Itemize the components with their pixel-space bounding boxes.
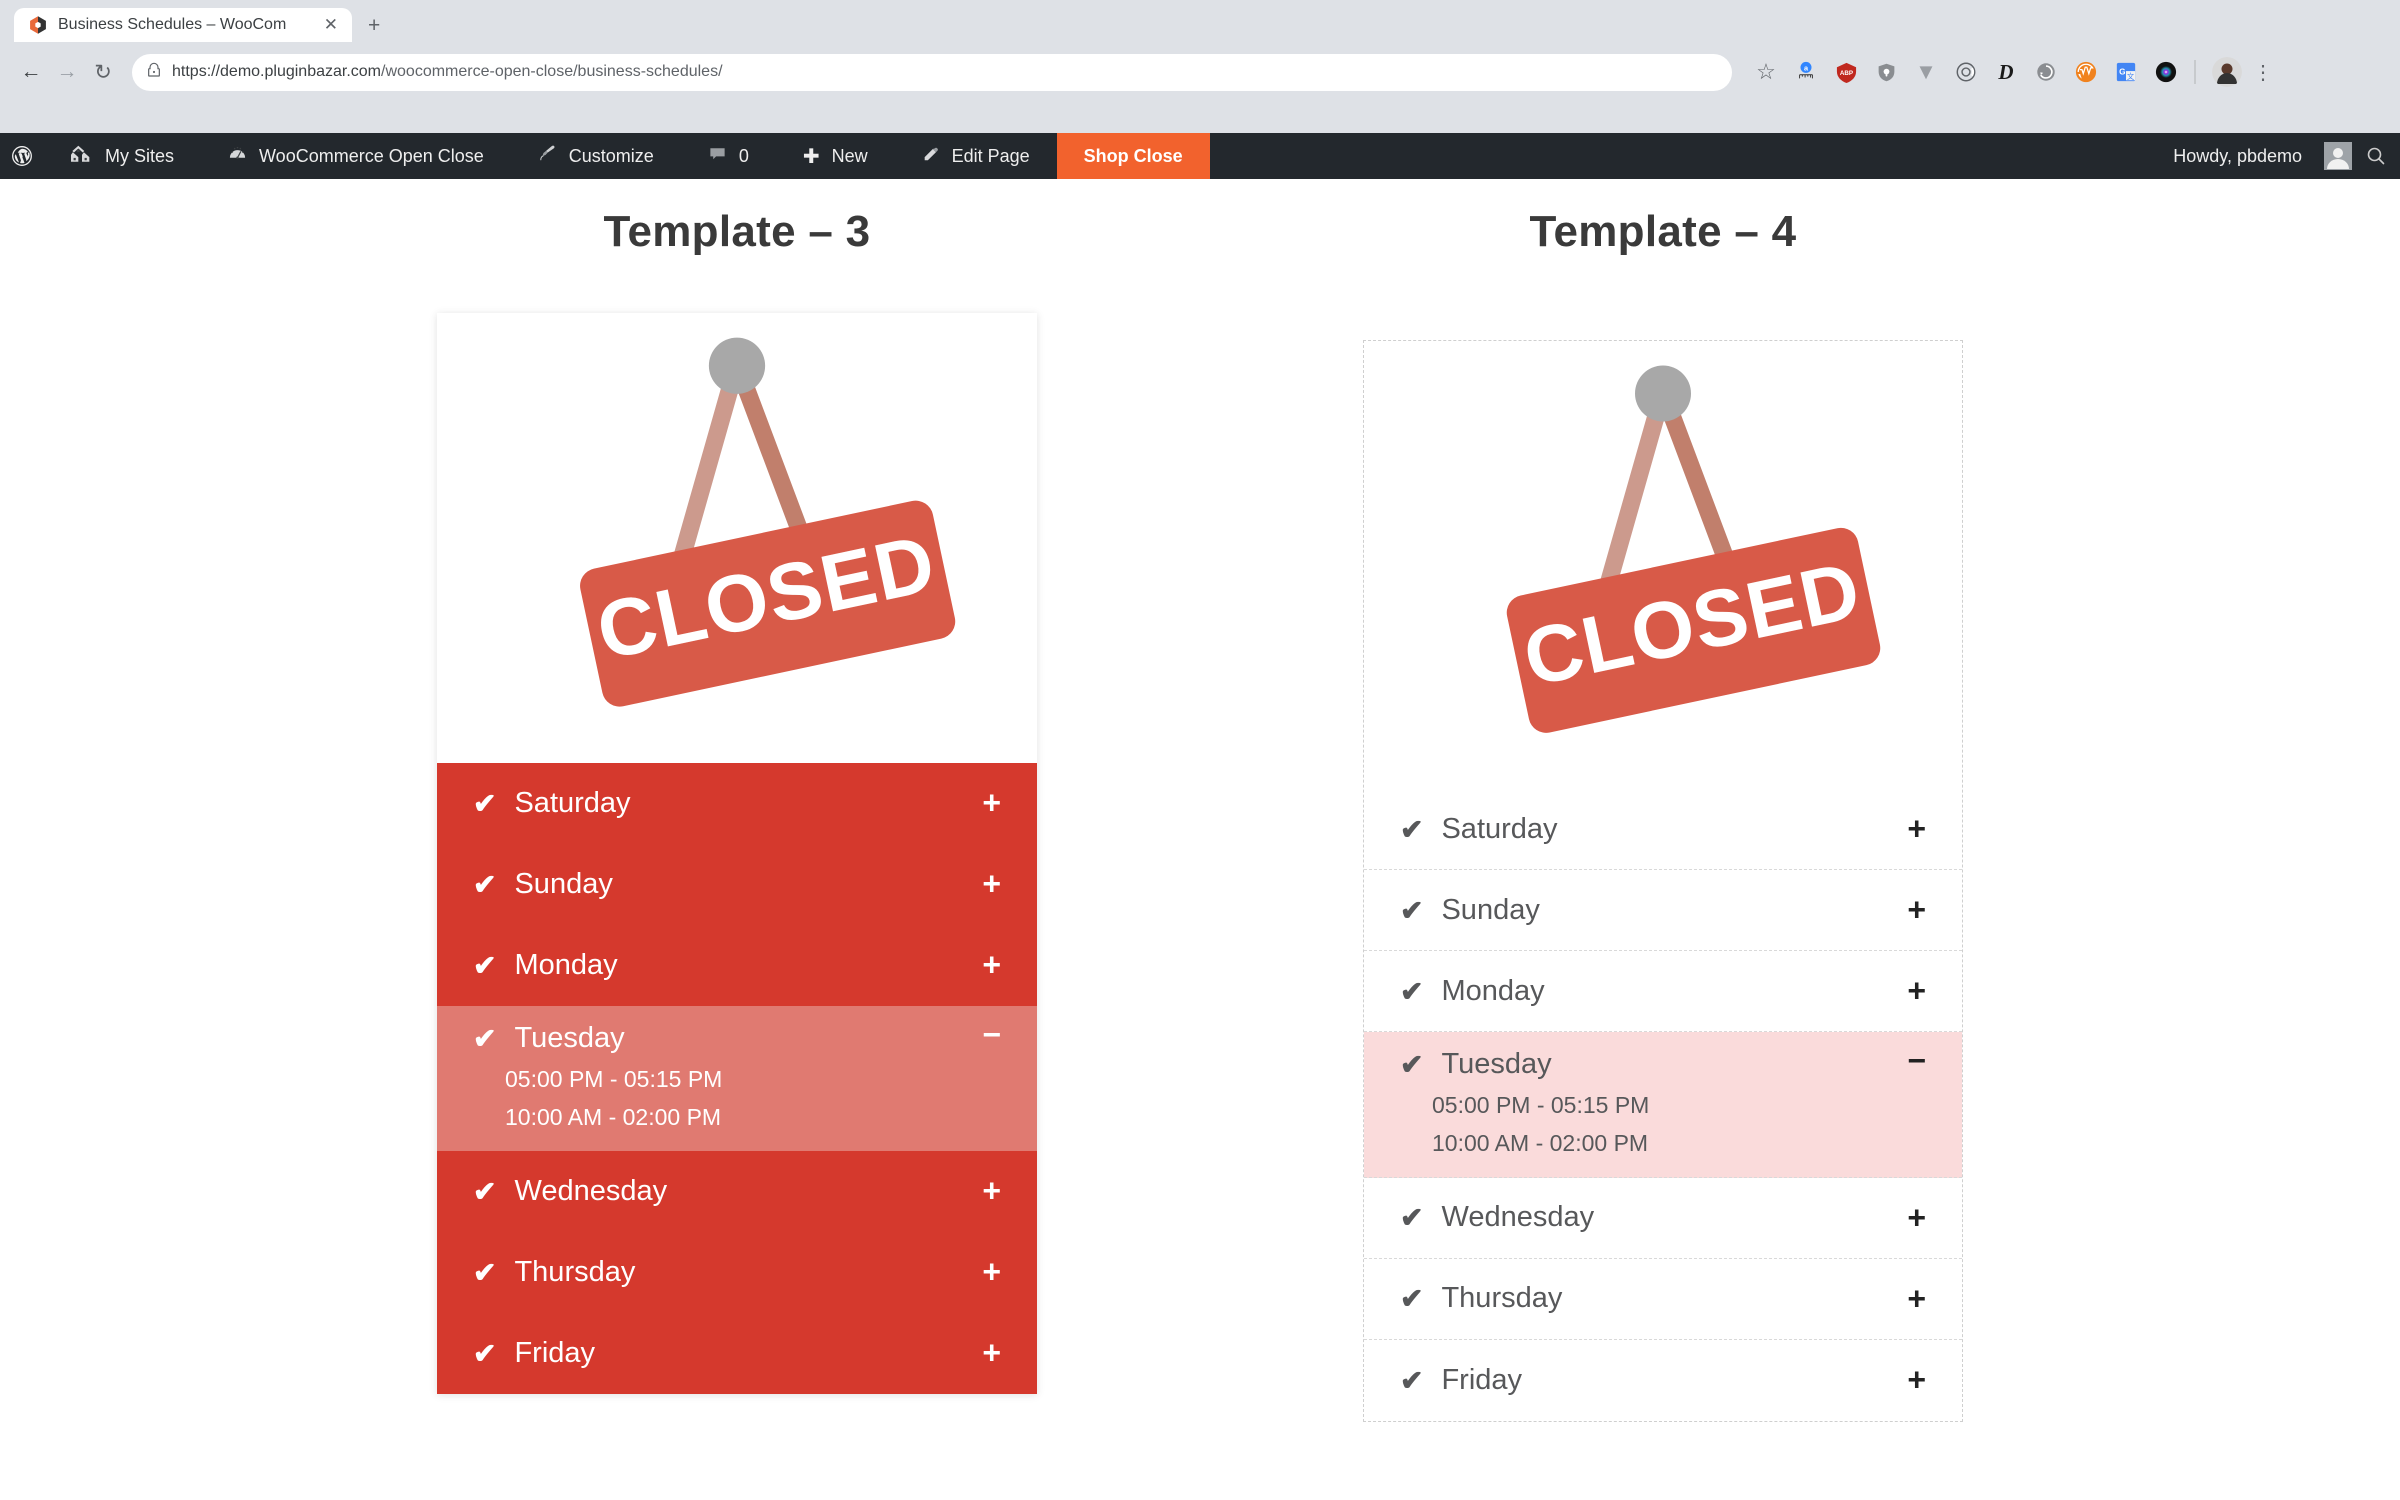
svg-text:G: G [2119,67,2125,76]
svg-text:文: 文 [2127,72,2135,81]
svg-text:ABP: ABP [1839,69,1852,76]
